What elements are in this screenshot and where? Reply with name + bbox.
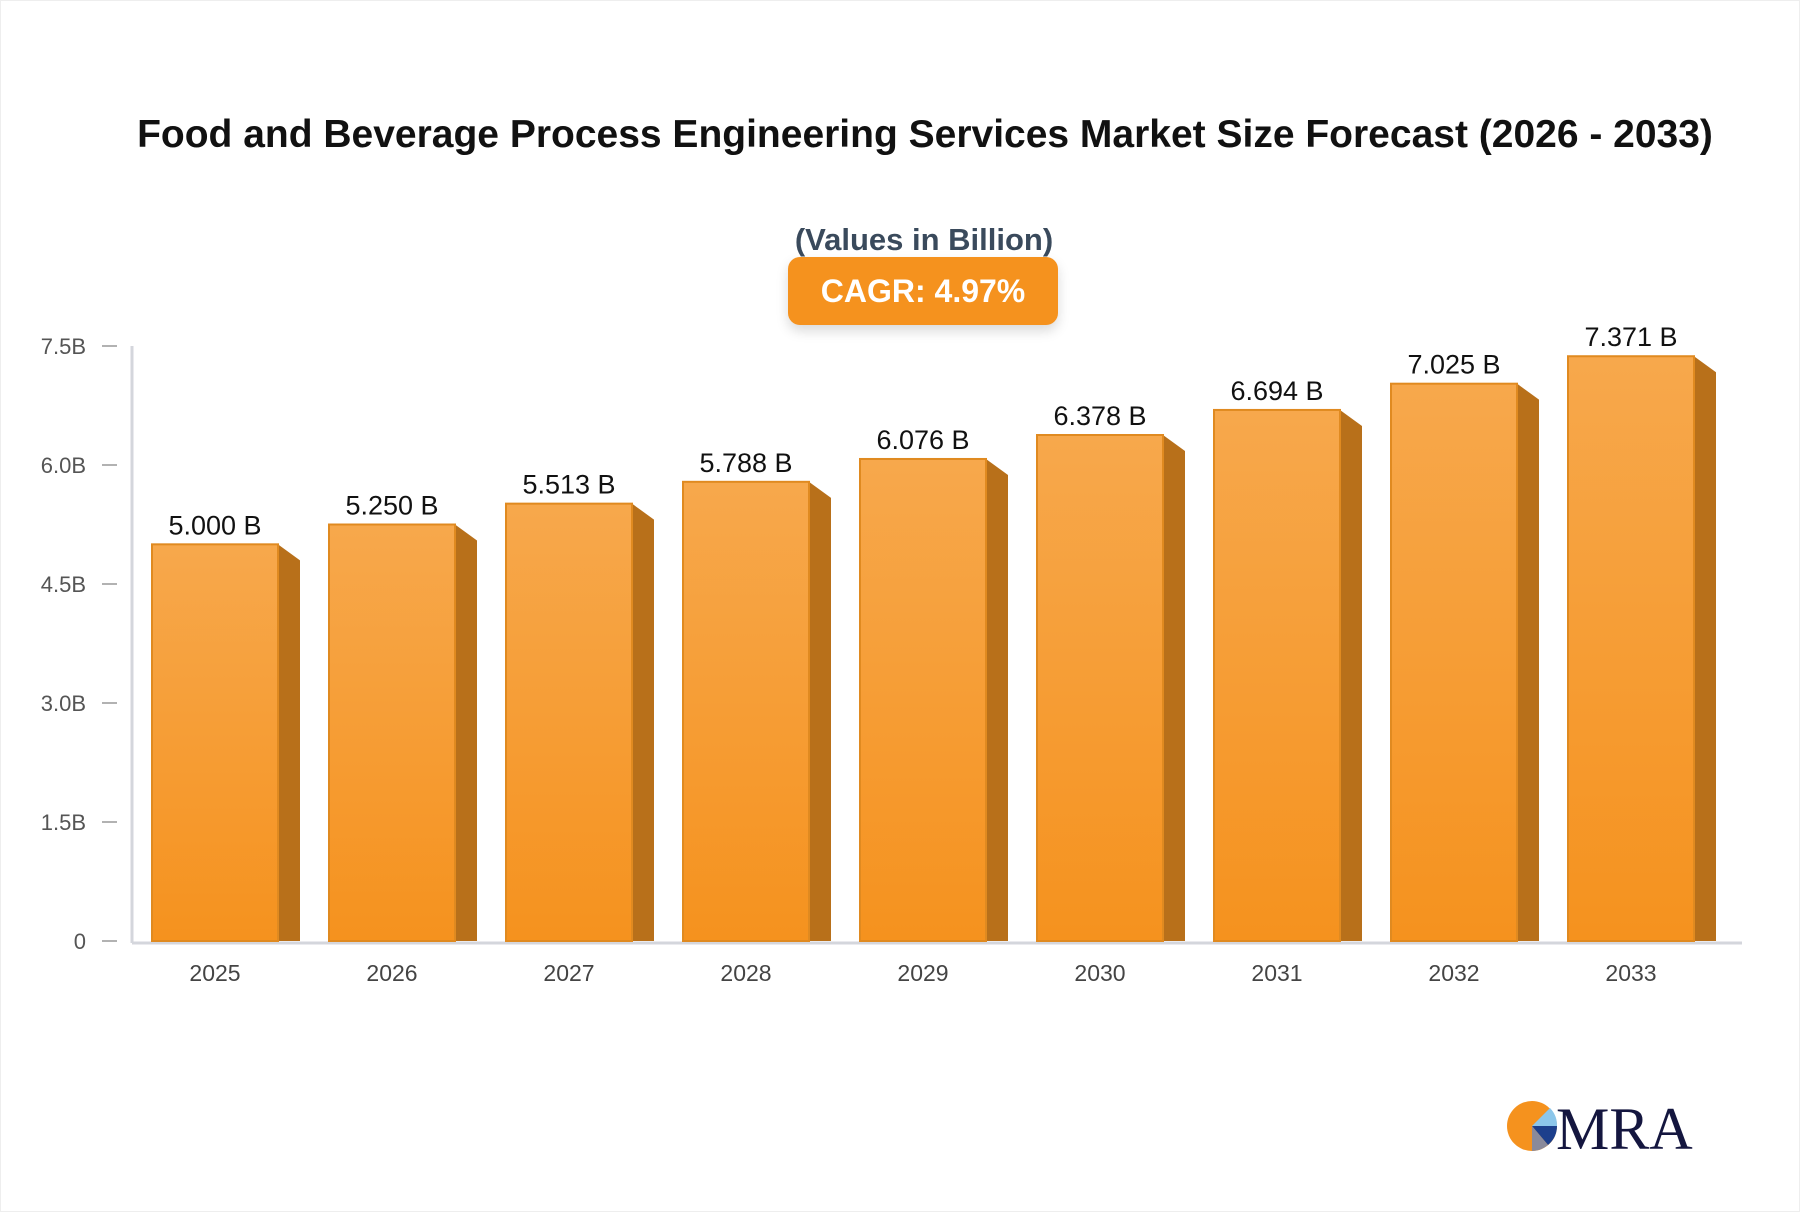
- bar: [151, 543, 279, 942]
- y-tick-label: 6.0B: [41, 453, 86, 478]
- data-label: 5.513 B: [522, 470, 615, 500]
- chart-subtitle: (Values in Billion): [794, 222, 1054, 257]
- y-tick-label: 7.5B: [41, 334, 86, 359]
- cagr-badge: CAGR: 4.97%: [788, 257, 1058, 325]
- bar: [328, 523, 456, 942]
- data-label: 6.378 B: [1053, 401, 1146, 431]
- x-tick-label: 2033: [1605, 960, 1656, 986]
- x-tick-label: 2028: [720, 960, 771, 986]
- y-tick-label: 0: [74, 929, 86, 954]
- mra-logo: MRA: [1507, 1098, 1693, 1154]
- bar-side: [278, 544, 300, 941]
- bar-side: [1163, 435, 1185, 941]
- x-tick-label: 2032: [1428, 960, 1479, 986]
- bar: [505, 502, 633, 942]
- data-label: 6.694 B: [1230, 376, 1323, 406]
- x-tick-label: 2026: [366, 960, 417, 986]
- bar-side: [1517, 383, 1539, 941]
- data-label: 5.000 B: [168, 510, 261, 540]
- bar-side: [986, 458, 1008, 941]
- bar: [1213, 408, 1341, 942]
- bar: [682, 480, 810, 942]
- x-tick-label: 2030: [1074, 960, 1125, 986]
- data-label: 5.788 B: [699, 448, 792, 478]
- y-tick-label: 3.0B: [41, 691, 86, 716]
- x-tick-label: 2031: [1251, 960, 1302, 986]
- bar: [1567, 355, 1695, 942]
- y-tick-label: 4.5B: [41, 572, 86, 597]
- bar-side: [1694, 356, 1716, 941]
- chart-title: Food and Beverage Process Engineering Se…: [137, 113, 1713, 156]
- x-tick-label: 2029: [897, 960, 948, 986]
- bar-side: [455, 524, 477, 941]
- y-tick-label: 1.5B: [41, 810, 86, 835]
- data-label: 7.371 B: [1584, 322, 1677, 352]
- x-tick-label: 2027: [543, 960, 594, 986]
- bar: [859, 457, 987, 942]
- x-tick-label: 2025: [189, 960, 240, 986]
- data-label: 6.076 B: [876, 425, 969, 455]
- bar-side: [809, 481, 831, 941]
- bar-side: [1340, 409, 1362, 942]
- bar-side: [632, 503, 654, 941]
- data-label: 7.025 B: [1407, 350, 1500, 380]
- data-label: 5.250 B: [345, 491, 438, 521]
- svg-text:MRA: MRA: [1556, 1098, 1693, 1154]
- bar: [1390, 382, 1518, 942]
- bar: [1036, 434, 1164, 942]
